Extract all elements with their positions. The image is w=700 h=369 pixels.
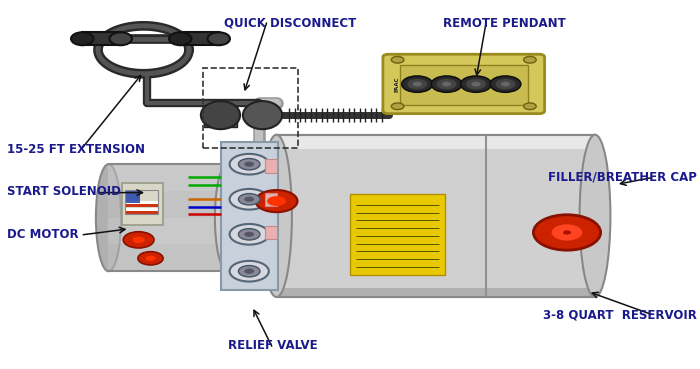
Text: REMOTE PENDANT: REMOTE PENDANT	[442, 17, 566, 30]
Circle shape	[431, 76, 462, 92]
Bar	[220, 142, 278, 290]
Circle shape	[466, 79, 486, 89]
Circle shape	[230, 154, 269, 175]
Bar	[276, 135, 595, 297]
Bar	[108, 164, 228, 191]
Bar	[276, 135, 595, 149]
Ellipse shape	[261, 135, 292, 297]
Ellipse shape	[96, 164, 121, 271]
Circle shape	[391, 56, 404, 63]
Bar	[259, 106, 276, 124]
Circle shape	[239, 229, 260, 240]
Circle shape	[563, 230, 571, 235]
Circle shape	[123, 232, 154, 248]
Circle shape	[239, 194, 260, 205]
Text: START SOLENOID: START SOLENOID	[7, 185, 121, 199]
Circle shape	[256, 190, 298, 212]
Ellipse shape	[580, 135, 610, 297]
FancyBboxPatch shape	[383, 54, 545, 114]
Bar	[125, 190, 140, 203]
Circle shape	[402, 76, 433, 92]
Text: 15-25 FT EXTENSION: 15-25 FT EXTENSION	[7, 143, 145, 156]
Circle shape	[138, 252, 163, 265]
Circle shape	[490, 76, 521, 92]
Bar	[276, 288, 595, 297]
Circle shape	[230, 261, 269, 282]
Circle shape	[244, 162, 254, 167]
Circle shape	[407, 79, 427, 89]
Bar	[265, 226, 276, 239]
Circle shape	[437, 79, 456, 89]
Circle shape	[244, 269, 254, 274]
Ellipse shape	[201, 101, 240, 129]
Bar	[400, 65, 528, 105]
Bar	[108, 191, 228, 218]
Circle shape	[552, 224, 582, 241]
Bar	[265, 159, 276, 173]
Circle shape	[496, 79, 515, 89]
Ellipse shape	[109, 32, 132, 45]
Circle shape	[230, 189, 269, 210]
Bar	[108, 244, 228, 271]
Circle shape	[500, 82, 510, 87]
Circle shape	[267, 196, 286, 206]
Circle shape	[461, 76, 491, 92]
Circle shape	[244, 232, 254, 237]
Text: 3-8 QUART  RESERVOIR: 3-8 QUART RESERVOIR	[542, 309, 696, 322]
Bar	[125, 190, 158, 214]
Bar	[180, 32, 218, 45]
Circle shape	[132, 237, 145, 243]
Circle shape	[471, 82, 481, 87]
Bar	[204, 106, 237, 127]
Circle shape	[146, 256, 155, 261]
Circle shape	[524, 103, 536, 110]
Ellipse shape	[215, 164, 240, 271]
Text: FILLER/BREATHER CAP: FILLER/BREATHER CAP	[547, 170, 696, 184]
Ellipse shape	[169, 32, 191, 45]
Circle shape	[230, 224, 269, 245]
Circle shape	[412, 82, 422, 87]
Bar	[122, 183, 163, 225]
Circle shape	[239, 159, 260, 170]
Circle shape	[391, 103, 404, 110]
Ellipse shape	[71, 32, 94, 45]
Circle shape	[244, 197, 254, 202]
Circle shape	[239, 266, 260, 277]
Ellipse shape	[243, 101, 282, 129]
Bar	[125, 204, 158, 207]
Circle shape	[442, 82, 452, 87]
Bar	[108, 218, 228, 244]
Text: RELIEF VALVE: RELIEF VALVE	[228, 339, 318, 352]
Bar	[108, 164, 228, 271]
Bar	[265, 193, 276, 206]
Circle shape	[524, 56, 536, 63]
Text: QUICK DISCONNECT: QUICK DISCONNECT	[225, 17, 356, 30]
Text: FAAC: FAAC	[394, 76, 399, 92]
Bar	[125, 201, 158, 204]
Bar	[83, 32, 120, 45]
Bar	[125, 208, 158, 211]
Bar	[203, 68, 298, 148]
Bar	[125, 211, 158, 214]
Bar	[350, 194, 444, 275]
Circle shape	[533, 215, 601, 250]
Ellipse shape	[208, 32, 230, 45]
Text: DC MOTOR: DC MOTOR	[7, 228, 78, 241]
